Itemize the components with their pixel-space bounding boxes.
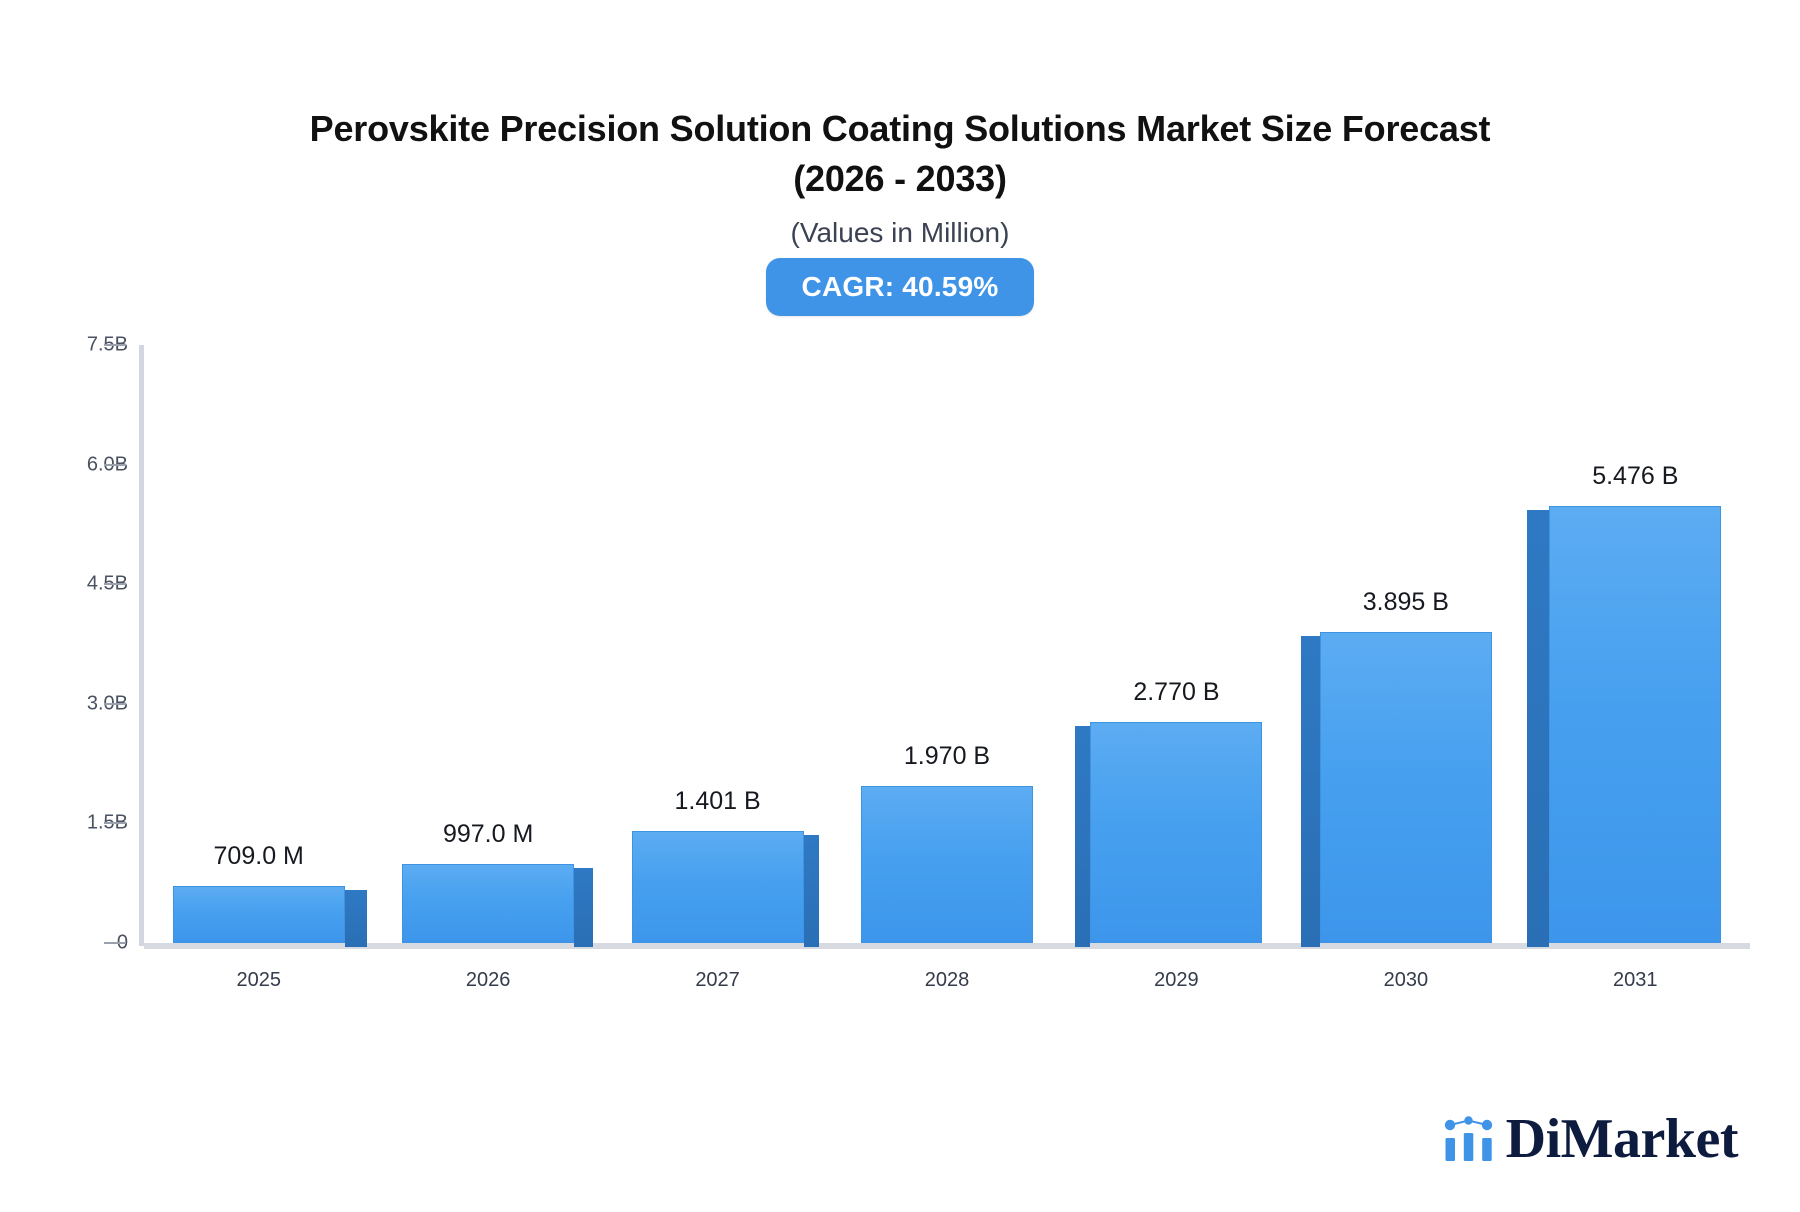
bar-face[interactable] bbox=[172, 886, 345, 943]
bar-face[interactable] bbox=[1319, 632, 1492, 943]
y-axis-tick-mark bbox=[104, 583, 126, 586]
y-axis-tick-mark bbox=[104, 822, 126, 825]
bar-value-label: 5.476 B bbox=[1592, 462, 1679, 491]
x-axis-label-2028: 2028 bbox=[924, 969, 970, 991]
logo-text: DiMarket bbox=[1505, 1108, 1739, 1170]
bar-3d-side bbox=[1527, 510, 1550, 947]
y-axis-tick-mark bbox=[104, 702, 126, 705]
x-axis-label-2031: 2031 bbox=[1613, 969, 1658, 991]
bar-2029[interactable] bbox=[1075, 722, 1263, 947]
bar-face[interactable] bbox=[402, 863, 575, 943]
x-axis-label-2029: 2029 bbox=[1154, 969, 1199, 991]
bar-3d-side bbox=[344, 890, 367, 947]
bar-2028[interactable] bbox=[861, 785, 1033, 943]
bar-2031[interactable] bbox=[1527, 506, 1722, 947]
x-axis-label-2026: 2026 bbox=[465, 969, 511, 991]
x-axis-label-2027: 2027 bbox=[695, 969, 740, 991]
chart-subtitle: (Values in Million) bbox=[790, 217, 1010, 248]
bar-value-label: 709.0 M bbox=[213, 842, 304, 871]
bar-3d-side bbox=[1300, 636, 1320, 947]
x-axis-line bbox=[144, 943, 1750, 949]
bar-value-label: 997.0 M bbox=[442, 819, 534, 848]
bar-2025[interactable] bbox=[172, 886, 367, 947]
bar-3d-side bbox=[574, 867, 594, 947]
y-axis-tick-mark bbox=[104, 344, 126, 346]
y-axis-line bbox=[139, 345, 144, 946]
y-axis-tick-mark bbox=[104, 942, 126, 944]
bar-value-label: 1.401 B bbox=[674, 787, 761, 816]
chart-header: Perovskite Precision Solution Coating So… bbox=[0, 104, 1800, 316]
bar-3d-side bbox=[803, 835, 819, 947]
cagr-badge: CAGR: 40.59% bbox=[765, 258, 1035, 316]
bar-face[interactable] bbox=[861, 785, 1033, 943]
bar-value-label: 2.770 B bbox=[1133, 678, 1220, 707]
cagr-badge-wrapper: CAGR: 40.59% bbox=[0, 258, 1800, 316]
x-axis-label-2030: 2030 bbox=[1383, 969, 1429, 991]
bar-face[interactable] bbox=[631, 831, 804, 943]
brand-logo: DiMarket bbox=[1444, 1108, 1739, 1170]
bar-2026[interactable] bbox=[402, 863, 594, 947]
bar-value-label: 3.895 B bbox=[1362, 588, 1449, 617]
bar-2030[interactable] bbox=[1300, 632, 1492, 947]
chart-title: Perovskite Precision Solution Coating So… bbox=[309, 108, 1491, 199]
bar-face[interactable] bbox=[1549, 506, 1722, 943]
y-axis-tick-mark bbox=[104, 463, 126, 466]
bar-value-label: 1.970 B bbox=[903, 741, 991, 770]
bar-2027[interactable] bbox=[631, 831, 819, 947]
bar-chart-icon bbox=[1444, 1116, 1492, 1161]
bar-3d-side bbox=[1075, 726, 1091, 947]
x-axis-label-2025: 2025 bbox=[236, 969, 281, 991]
bar-face[interactable] bbox=[1090, 722, 1263, 943]
